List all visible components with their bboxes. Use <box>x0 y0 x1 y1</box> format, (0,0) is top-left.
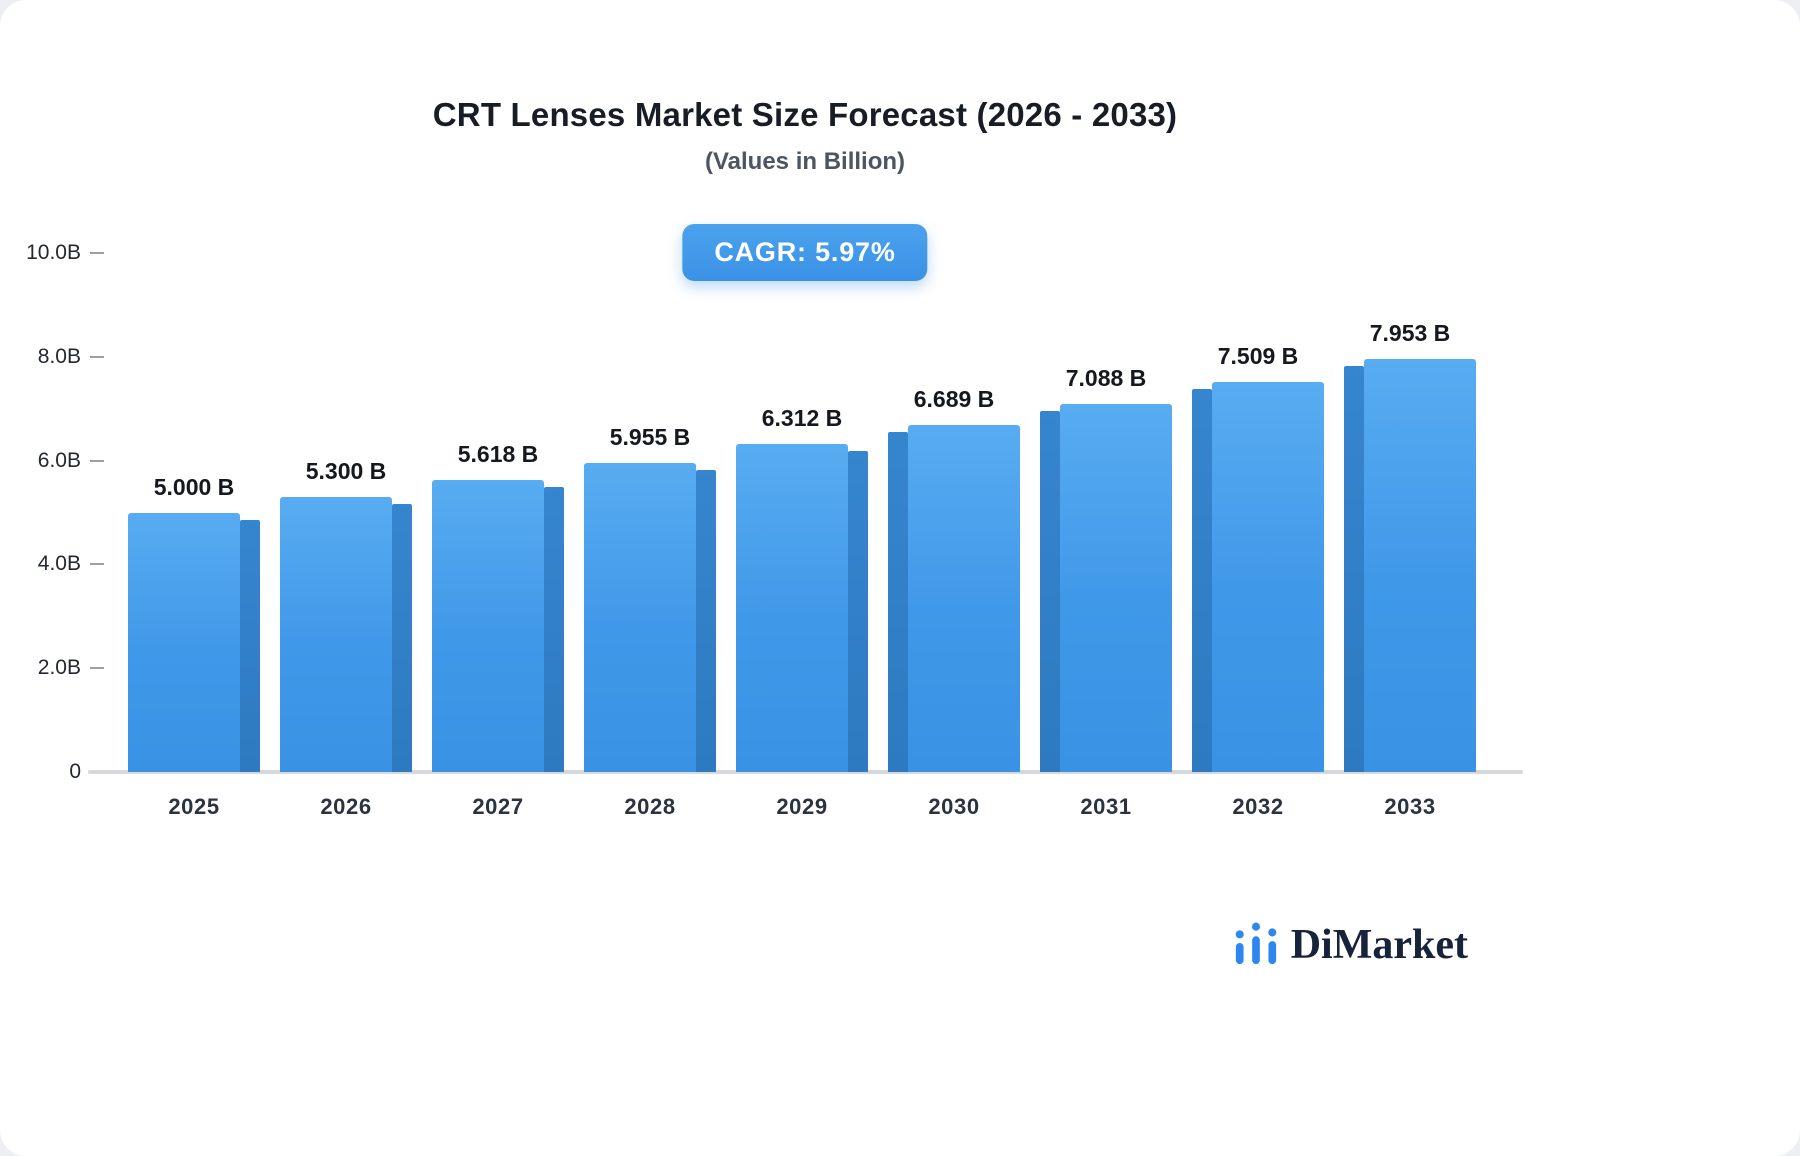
bar-side-shadow <box>848 451 868 772</box>
bar-face <box>1060 404 1172 772</box>
bar-2029 <box>736 444 868 772</box>
bar-face <box>128 512 240 772</box>
y-axis-tick: 6.0B <box>0 448 104 474</box>
bar-value-label: 5.618 B <box>457 441 539 468</box>
plot-area: 5.000 B 2025 5.300 B 2026 5.618 B 2027 5.955 B… <box>110 253 1520 819</box>
chart-title: CRT Lenses Market Size Forecast (2026 - … <box>432 96 1178 133</box>
bar-value-label: 5.300 B <box>305 457 387 484</box>
y-axis-tick-mark <box>90 667 104 670</box>
bar-side-shadow <box>1040 411 1060 772</box>
bar-value-label: 7.088 B <box>1065 365 1147 392</box>
bar-value-label: 7.953 B <box>1369 320 1451 347</box>
bar-group-2028: 5.955 B 2028 <box>584 253 716 819</box>
y-axis-tick-label: 6.0B <box>37 448 81 472</box>
x-axis-label: 2029 <box>776 794 828 819</box>
y-axis-tick-mark <box>90 563 104 566</box>
bar-face <box>736 444 848 772</box>
bar-group-2031: 7.088 B 2031 <box>1040 253 1172 819</box>
y-axis: 0 2.0B 4.0B 6.0B 8.0B 10.0B <box>0 241 104 783</box>
bar-group-2025: 5.000 B 2025 <box>128 253 260 819</box>
chart-area: 0 2.0B 4.0B 6.0B 8.0B 10.0B 5.000 B 2025 5.300 … <box>0 241 1610 843</box>
bar-side-shadow <box>1192 389 1212 772</box>
y-axis-tick-mark <box>90 459 104 462</box>
y-axis-tick-label: 8.0B <box>37 344 81 368</box>
bar-2030 <box>888 424 1020 772</box>
bar-2028 <box>584 462 716 772</box>
x-axis-line <box>88 770 1523 774</box>
bar-face <box>584 462 696 772</box>
y-axis-tick-label: 2.0B <box>37 656 81 680</box>
x-axis-label: 2031 <box>1080 794 1132 819</box>
y-axis-tick: 2.0B <box>0 655 104 681</box>
bar-side-shadow <box>544 487 564 772</box>
bar-2031 <box>1040 404 1172 772</box>
y-axis-tick-mark <box>90 355 104 358</box>
y-axis-tick: 10.0B <box>0 240 104 266</box>
bar-side-shadow <box>696 469 716 772</box>
bar-side-shadow <box>1344 366 1364 772</box>
y-axis-tick: 8.0B <box>0 344 104 370</box>
bar-value-label: 5.000 B <box>153 473 235 500</box>
bar-2032 <box>1192 382 1324 772</box>
bar-value-label: 6.689 B <box>913 385 995 412</box>
bar-value-label: 5.955 B <box>609 423 691 450</box>
bar-2025 <box>128 512 260 772</box>
dimarket-logo: DiMarket <box>1233 920 1468 966</box>
bar-group-2032: 7.509 B 2032 <box>1192 253 1324 819</box>
bar-chart-icon <box>1235 922 1277 965</box>
bar-side-shadow <box>888 431 908 772</box>
bar-side-shadow <box>240 519 260 772</box>
bar-face <box>280 496 392 772</box>
y-axis-tick-mark <box>90 252 104 254</box>
dimarket-logo-text: DiMarket <box>1290 922 1468 968</box>
bar-face <box>1212 382 1324 772</box>
chart-subtitle: (Values in Billion) <box>704 148 906 175</box>
bar-value-label: 7.509 B <box>1217 343 1299 370</box>
y-axis-tick-label: 4.0B <box>37 552 81 576</box>
bar-face <box>1364 359 1476 772</box>
bar-value-label: 6.312 B <box>761 405 843 432</box>
x-axis-label: 2027 <box>472 794 524 819</box>
bar-group-2029: 6.312 B 2029 <box>736 253 868 819</box>
x-axis-label: 2025 <box>168 794 220 819</box>
x-axis-label: 2032 <box>1232 794 1284 819</box>
bar-2026 <box>280 496 412 772</box>
y-axis-tick: 4.0B <box>0 551 104 577</box>
bar-group-2026: 5.300 B 2026 <box>280 253 412 819</box>
bar-group-2033: 7.953 B 2033 <box>1344 253 1476 819</box>
x-axis-label: 2026 <box>320 794 372 819</box>
y-axis-tick-label: 10.0B <box>26 241 81 264</box>
bar-face <box>908 424 1020 772</box>
bar-side-shadow <box>392 503 412 772</box>
x-axis-label: 2033 <box>1384 794 1436 819</box>
cagr-badge: CAGR: 5.97% <box>682 224 928 281</box>
x-axis-label: 2028 <box>624 794 676 819</box>
bar-face <box>432 480 544 772</box>
x-axis-label: 2030 <box>928 794 980 819</box>
bar-2033 <box>1344 359 1476 772</box>
y-axis-tick-label: 0 <box>69 760 81 783</box>
bar-group-2030: 6.689 B 2030 <box>888 253 1020 819</box>
bar-2027 <box>432 480 564 772</box>
bar-group-2027: 5.618 B 2027 <box>432 253 564 819</box>
